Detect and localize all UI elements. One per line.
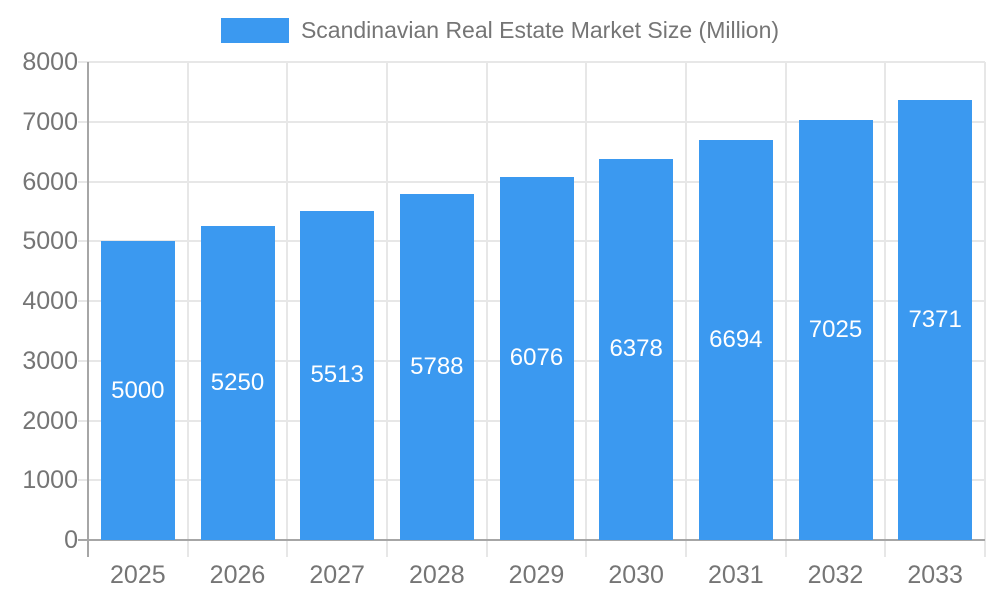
y-tick-label: 7000 [22,107,78,136]
bar[interactable]: 6076 [499,176,574,540]
x-tick-label: 2027 [309,561,365,589]
bar-value-label: 5788 [410,353,464,381]
x-tick-label: 2032 [807,561,864,589]
v-gridline [286,62,289,557]
legend-swatch [220,17,289,43]
legend-label: Scandinavian Real Estate Market Size (Mi… [300,16,780,43]
bar[interactable]: 5000 [100,241,175,540]
v-gridline [585,62,588,557]
bar[interactable]: 7371 [898,99,973,540]
bar-value-label: 7371 [908,305,962,333]
y-tick-label: 6000 [22,167,78,196]
y-tick-label: 1000 [22,466,78,495]
v-gridline [485,62,488,557]
bar-value-label: 6076 [509,344,564,372]
y-axis-line [87,62,89,557]
x-tick-label: 2033 [907,561,963,589]
y-tick-label: 0 [64,526,78,554]
v-gridline [984,62,986,557]
bar-value-label: 7025 [808,316,863,344]
x-tick-label: 2026 [209,561,266,589]
v-gridline [784,62,787,557]
bar-value-label: 6378 [609,335,663,363]
bar[interactable]: 6378 [599,158,674,540]
y-tick-label: 5000 [22,227,78,256]
x-tick-label: 2025 [110,561,166,589]
x-tick-label: 2028 [409,561,465,589]
bar[interactable]: 5513 [300,210,375,540]
bar[interactable]: 6694 [698,140,773,540]
x-tick-label: 2031 [708,561,764,589]
bar[interactable]: 5250 [200,226,275,540]
plot-area: 5000 5250 5513 5788 6076 6378 6694 7025 7371 [78,61,986,557]
y-tick-label: 3000 [22,346,78,375]
bar-value-label: 5000 [111,376,165,404]
x-tick-label: 2029 [508,561,565,589]
bar-value-label: 6694 [709,326,763,354]
y-tick-label: 8000 [22,48,78,76]
h-gridline [78,120,985,123]
h-gridline [78,61,985,63]
bar[interactable]: 7025 [798,120,873,540]
v-gridline [386,62,388,557]
bar-value-label: 5250 [210,369,265,397]
legend[interactable]: Scandinavian Real Estate Market Size (Mi… [0,16,1000,44]
v-gridline [884,62,887,557]
v-gridline [685,62,687,557]
x-axis-line [78,539,985,541]
bar[interactable]: 5788 [399,194,474,540]
v-gridline [186,62,189,557]
y-tick-label: 2000 [22,406,78,435]
y-tick-label: 4000 [22,287,78,315]
bar-value-label: 5513 [310,361,364,389]
x-tick-label: 2030 [608,561,664,589]
